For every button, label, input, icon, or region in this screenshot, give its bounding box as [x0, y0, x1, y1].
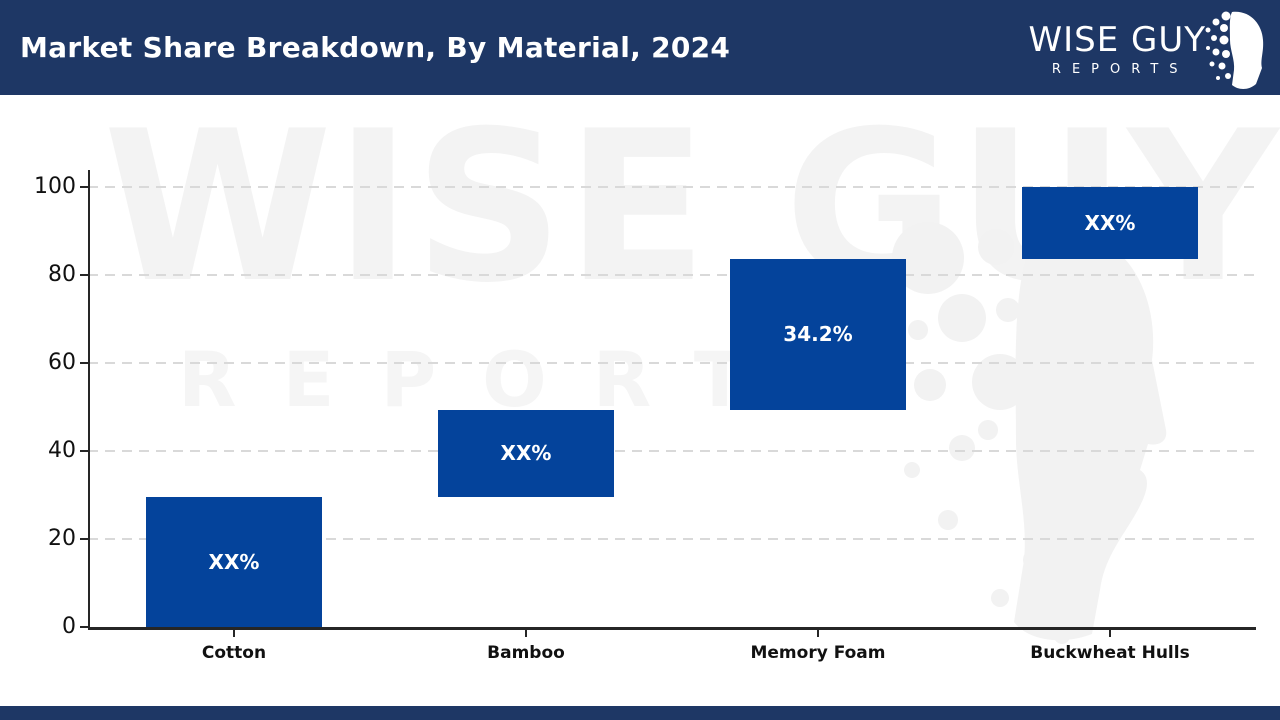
plot-area: WISE GUY REPORTS 0 20 40 60 80 100 XX% Cotton XX… [0, 87, 1280, 706]
bar-label-bamboo: XX% [500, 441, 552, 466]
x-tick-mark-bamboo [525, 630, 527, 637]
brand-name: WISE GUY [1028, 20, 1206, 60]
y-tick-mark-40 [80, 450, 88, 452]
bar-buckwheat-hulls: XX% [1022, 187, 1198, 260]
y-tick-label-100: 100 [34, 174, 76, 199]
x-category-label-buckwheat-hulls: Buckwheat Hulls [1030, 643, 1190, 663]
bar-label-buckwheat-hulls: XX% [1084, 211, 1136, 236]
y-tick-mark-80 [80, 274, 88, 276]
y-axis [88, 170, 90, 629]
y-tick-label-0: 0 [62, 614, 76, 639]
x-tick-mark-buckwheat-hulls [1109, 630, 1111, 637]
gridline-40 [88, 450, 1256, 452]
y-tick-label-80: 80 [48, 262, 76, 287]
bar-memory-foam: 34.2% [730, 259, 906, 410]
y-tick-mark-60 [80, 362, 88, 364]
x-category-label-bamboo: Bamboo [487, 643, 565, 663]
footer-bar [0, 706, 1280, 720]
y-tick-label-20: 20 [48, 526, 76, 551]
gridline-20 [88, 538, 1256, 540]
x-tick-mark-cotton [233, 630, 235, 637]
gridline-100 [88, 186, 1256, 188]
brand-logo-text: WISE GUY REPORTS [1028, 20, 1206, 77]
brand-logo: WISE GUY REPORTS [1012, 6, 1264, 90]
bar-bamboo: XX% [438, 409, 614, 498]
y-tick-mark-20 [80, 538, 88, 540]
y-tick-mark-0 [80, 626, 88, 628]
brand-subtitle: REPORTS [1051, 62, 1189, 77]
x-axis [88, 627, 1256, 630]
gridline-80 [88, 274, 1256, 276]
header: Market Share Breakdown, By Material, 202… [0, 0, 1280, 95]
bar-cotton: XX% [146, 497, 322, 627]
bar-label-memory-foam: 34.2% [783, 322, 853, 347]
y-tick-label-40: 40 [48, 438, 76, 463]
page-title: Market Share Breakdown, By Material, 202… [20, 31, 731, 64]
y-tick-mark-100 [80, 186, 88, 188]
x-category-label-cotton: Cotton [201, 643, 267, 663]
bar-label-cotton: XX% [208, 550, 260, 575]
y-tick-label-60: 60 [48, 350, 76, 375]
gridline-60 [88, 362, 1256, 364]
x-category-label-memory-foam: Memory Foam [750, 643, 886, 663]
brand-head-icon [1205, 11, 1264, 90]
x-tick-mark-memory-foam [817, 630, 819, 637]
